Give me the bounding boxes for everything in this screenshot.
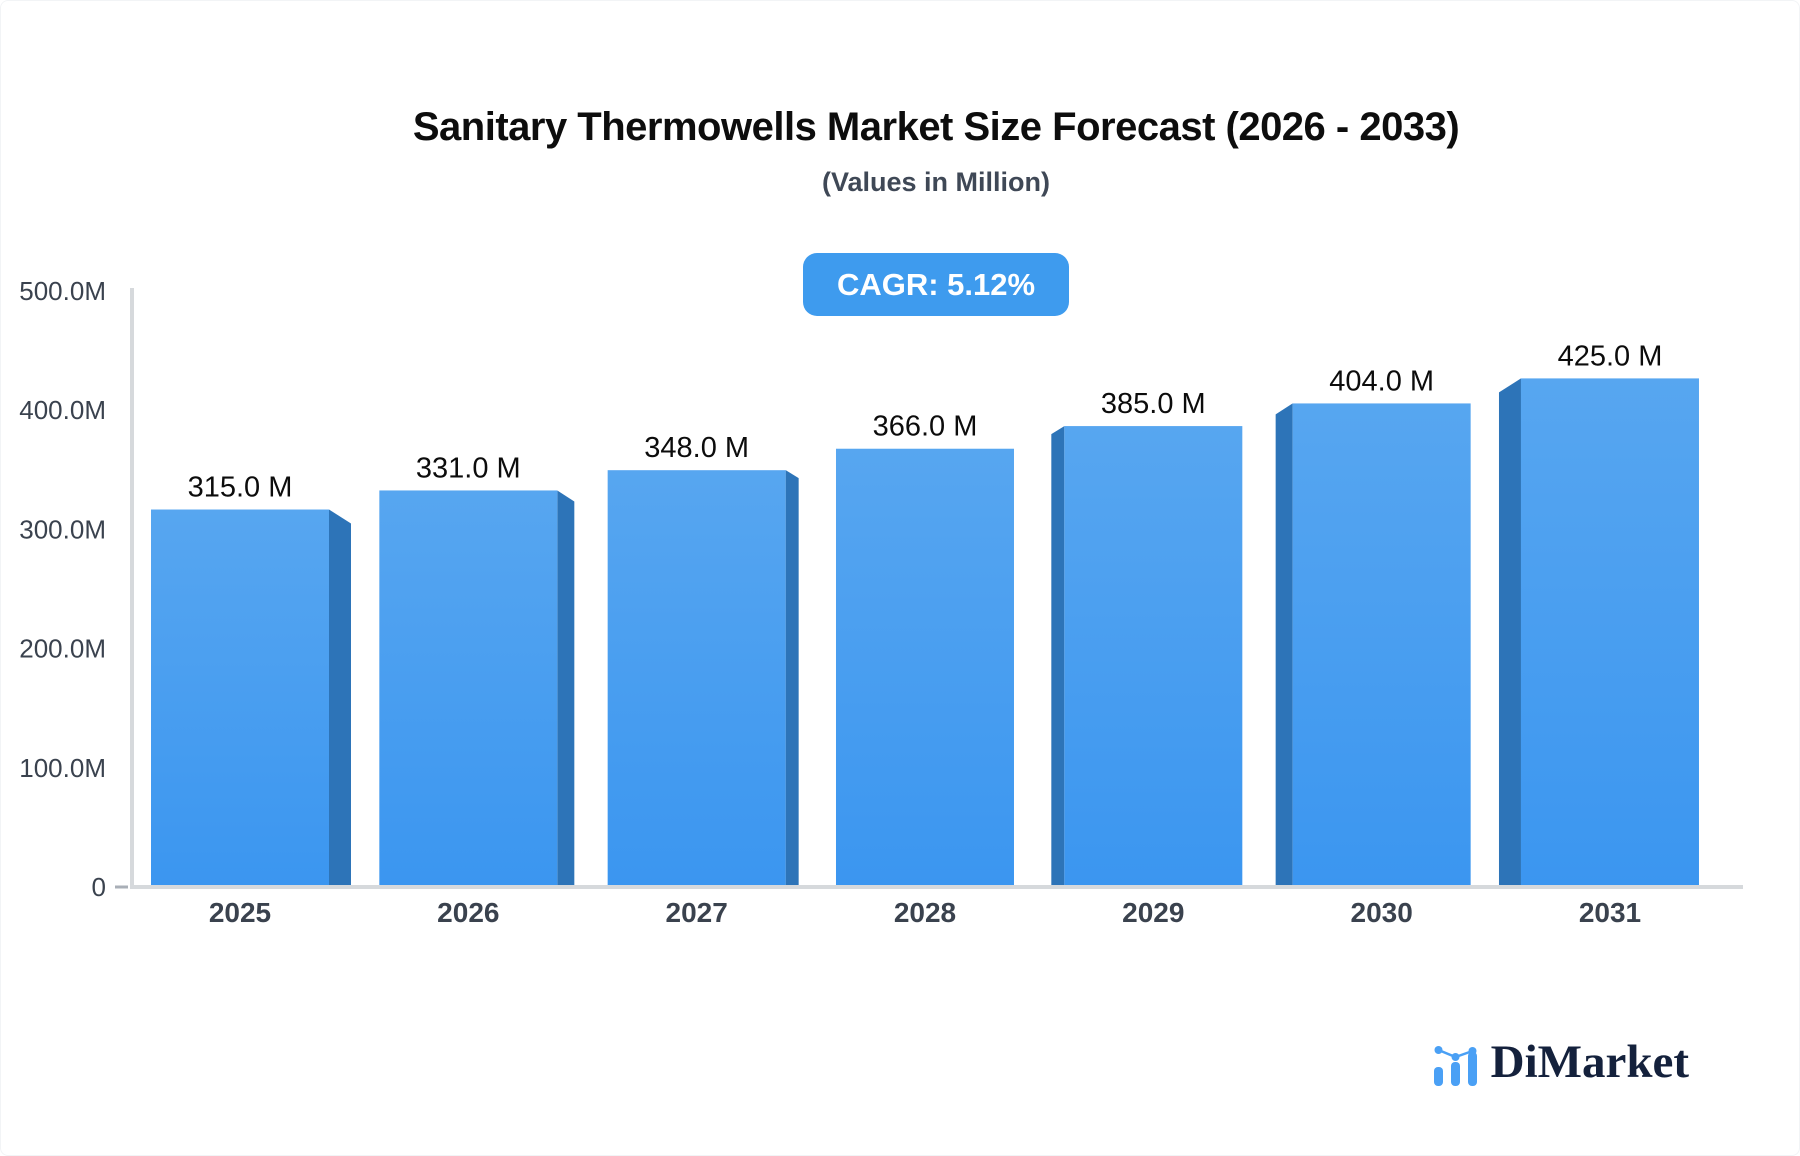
bar-side-face <box>785 470 799 885</box>
bar-2030 <box>1292 403 1471 885</box>
y-axis-label: 500.0M <box>19 276 106 306</box>
y-axis-label: 200.0M <box>19 634 106 664</box>
cagr-badge: CAGR: 5.12% <box>802 253 1070 316</box>
x-axis-label: 2030 <box>1351 897 1413 928</box>
x-axis-label: 2031 <box>1579 897 1641 928</box>
bar-side-face <box>329 509 351 885</box>
bar-2026 <box>379 490 558 885</box>
bar-2029 <box>1064 426 1243 885</box>
x-axis-label: 2028 <box>894 897 956 928</box>
x-axis-label: 2025 <box>209 897 271 928</box>
y-axis-label: 300.0M <box>19 514 106 544</box>
brand-name: DiMarket <box>1490 1036 1689 1088</box>
bar-side-face <box>1051 426 1065 885</box>
brand-footer: DiMarket <box>1432 1039 1689 1086</box>
y-axis-label: 0 <box>92 872 106 902</box>
x-axis-label: 2027 <box>666 897 728 928</box>
y-axis-label: 400.0M <box>19 395 106 425</box>
logo-dots <box>1434 1046 1477 1061</box>
bar-value-label: 425.0 M <box>1558 340 1663 372</box>
chart-title: Sanitary Thermowells Market Size Forecas… <box>412 105 1460 149</box>
bar-value-label: 348.0 M <box>644 432 749 464</box>
x-axis-label: 2029 <box>1122 897 1184 928</box>
bar-side-face <box>1498 378 1521 885</box>
bar-value-label: 315.0 M <box>188 472 293 504</box>
bar-value-label: 404.0 M <box>1329 365 1434 397</box>
bar-2028 <box>835 448 1014 885</box>
bar-side-face <box>1275 403 1293 885</box>
bar-2027 <box>607 470 786 885</box>
dimarket-logo-icon <box>1433 1046 1477 1086</box>
bar-2025 <box>151 509 329 885</box>
bar-value-label: 331.0 M <box>416 452 521 484</box>
chart-header: Sanitary Thermowells Market Size Forecas… <box>1 103 1799 316</box>
cagr-label: CAGR: 5.12% <box>836 267 1036 302</box>
chart-subtitle: (Values in Million) <box>821 167 1051 197</box>
logo-bars <box>1433 1052 1477 1086</box>
bar-2031 <box>1520 378 1699 885</box>
bar-value-label: 366.0 M <box>873 411 978 443</box>
x-axis-label: 2026 <box>437 897 499 928</box>
y-axis-label: 100.0M <box>19 753 106 783</box>
bar-side-face <box>557 490 575 885</box>
bar-value-label: 385.0 M <box>1101 388 1206 420</box>
